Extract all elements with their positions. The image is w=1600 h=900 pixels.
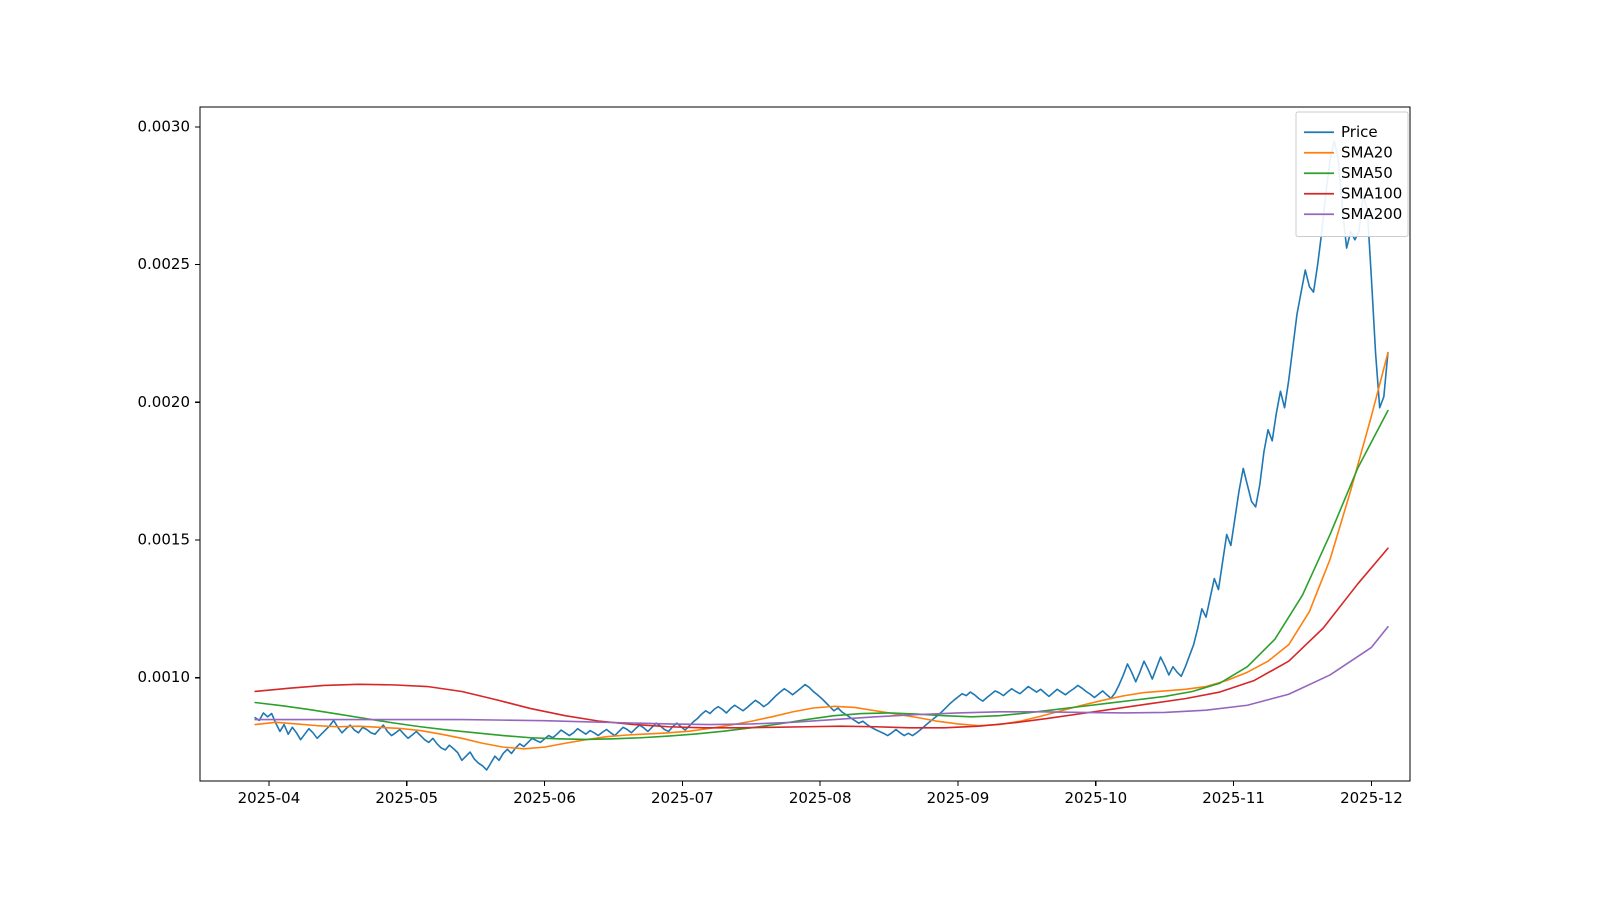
plot-background	[200, 107, 1410, 781]
series-line-sma20	[254, 351, 1389, 750]
x-tick-label-0: 2025-04	[238, 789, 301, 807]
series-line-sma50	[254, 409, 1389, 741]
x-tick-label-7: 2025-11	[1202, 789, 1265, 807]
plot-border	[199, 106, 1411, 782]
x-tick-label-3: 2025-07	[651, 789, 714, 807]
series-line-sma100	[254, 547, 1389, 729]
legend-frame	[1295, 111, 1409, 237]
chart-legend[interactable]: Price SMA20 SMA50 SMA100 SMA200	[1295, 111, 1409, 237]
legend-label-sma100[interactable]: SMA100	[1341, 184, 1402, 202]
series-line-sma200	[254, 625, 1389, 726]
legend-label-sma50[interactable]: SMA50	[1341, 164, 1393, 182]
x-tick-label-6: 2025-10	[1064, 789, 1127, 807]
axes-spines	[199, 106, 1411, 782]
series-line-price	[254, 139, 1389, 771]
legend-label-price[interactable]: Price	[1341, 123, 1378, 141]
legend-label-sma20[interactable]: SMA20	[1341, 143, 1393, 161]
y-tick-label-2: 0.0020	[138, 393, 191, 411]
x-tick-label-5: 2025-09	[927, 789, 990, 807]
y-tick-label-4: 0.0030	[138, 117, 191, 135]
x-tick-label-2: 2025-06	[513, 789, 576, 807]
y-tick-label-1: 0.0015	[138, 530, 191, 548]
x-axis-ticks: 2025-04 2025-05 2025-06 2025-07 2025-08 2025-…	[238, 781, 1403, 807]
x-tick-label-1: 2025-05	[375, 789, 438, 807]
data-series-group	[254, 139, 1389, 771]
legend-label-sma200[interactable]: SMA200	[1341, 205, 1402, 223]
y-tick-label-0: 0.0010	[138, 668, 191, 686]
x-tick-label-8: 2025-12	[1340, 789, 1403, 807]
y-tick-label-3: 0.0025	[138, 255, 191, 273]
x-tick-label-4: 2025-08	[789, 789, 852, 807]
y-axis-ticks: 0.0010 0.0015 0.0020 0.0025 0.0030	[138, 117, 200, 686]
